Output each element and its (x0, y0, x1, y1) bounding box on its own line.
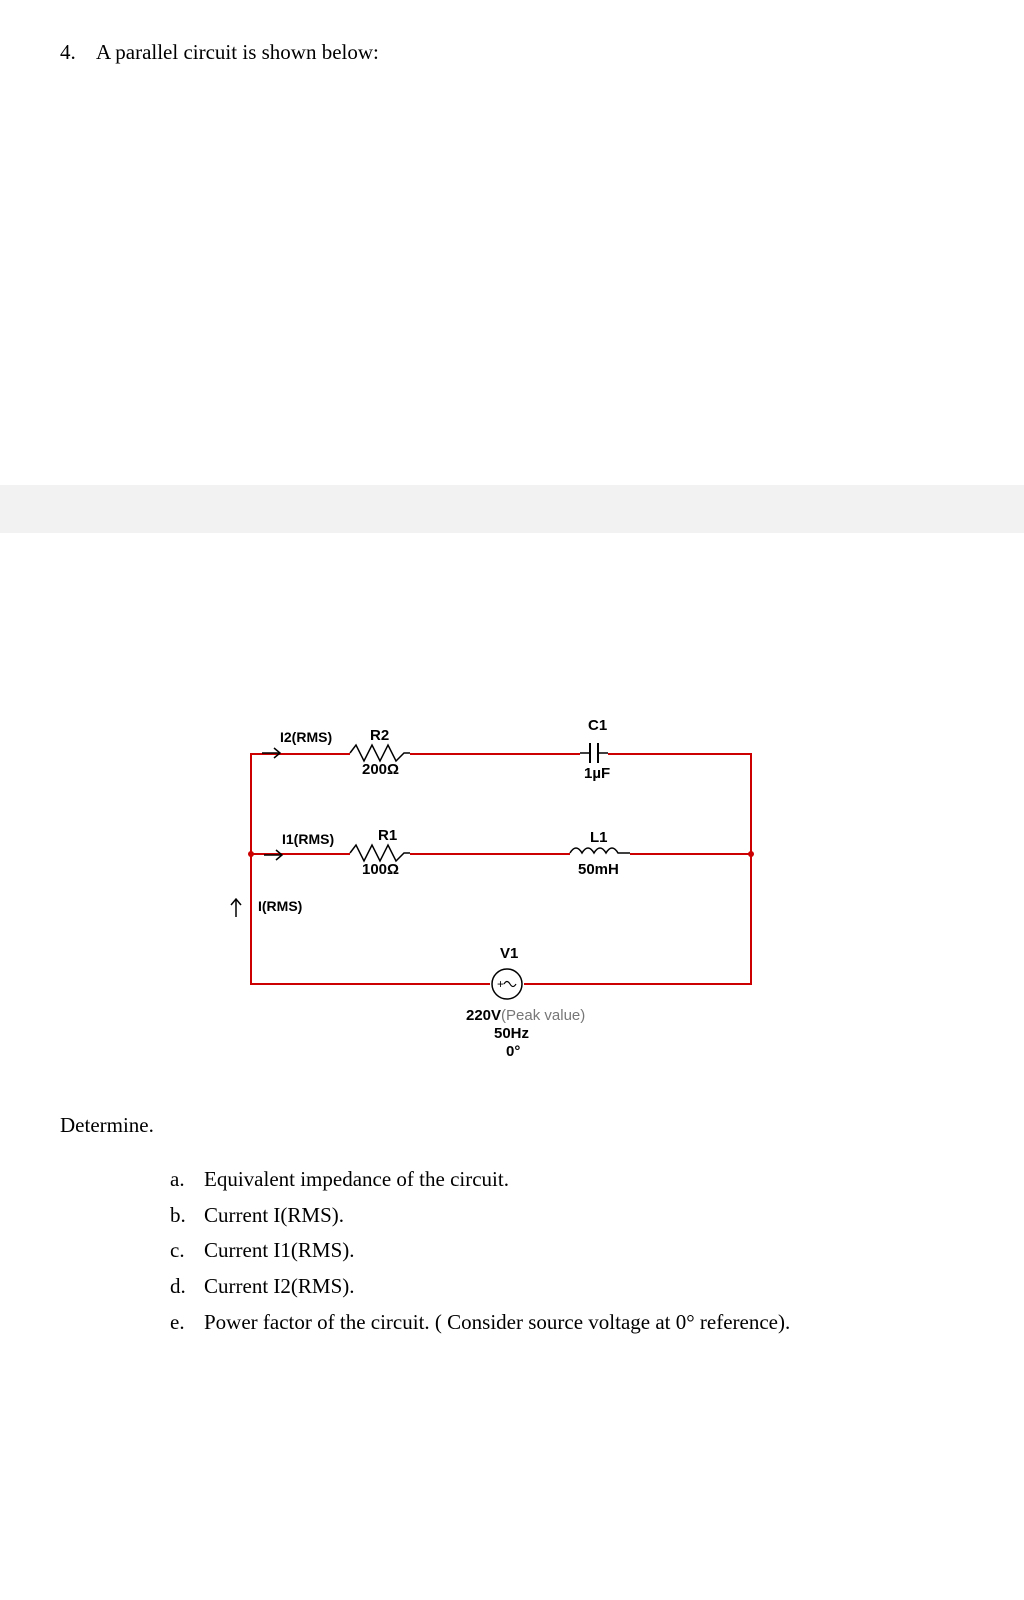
answer-list: a.Equivalent impedance of the circuit. b… (170, 1162, 964, 1340)
r2-value: 200Ω (362, 761, 399, 778)
l1-value: 50mH (578, 861, 619, 878)
c1-name: C1 (588, 717, 607, 734)
answer-letter: c. (170, 1233, 204, 1269)
v1-phase: 0° (506, 1043, 520, 1060)
v1-name: V1 (500, 945, 518, 962)
answer-e: Power factor of the circuit. ( Consider … (204, 1305, 790, 1341)
c1-value: 1µF (584, 765, 610, 782)
answer-letter: d. (170, 1269, 204, 1305)
page-divider-band (0, 485, 1024, 533)
answer-letter: b. (170, 1198, 204, 1234)
v1-voltage: 220V (466, 1007, 501, 1024)
answer-d: Current I2(RMS). (204, 1269, 355, 1305)
answer-b: Current I(RMS). (204, 1198, 344, 1234)
r1-value: 100Ω (362, 861, 399, 878)
question-number: 4. (60, 40, 96, 65)
v1-freq: 50Hz (494, 1025, 529, 1042)
circuit-diagram: I2(RMS) R2 200Ω C1 1µF /*noop placeholde… (210, 723, 810, 1083)
answer-c: Current I1(RMS). (204, 1233, 355, 1269)
i-label: I(RMS) (258, 898, 302, 914)
i2-label: I2(RMS) (280, 729, 332, 745)
question-text: A parallel circuit is shown below: (96, 40, 379, 65)
answer-a: Equivalent impedance of the circuit. (204, 1162, 509, 1198)
r1-name: R1 (378, 827, 397, 844)
r2-name: R2 (370, 727, 389, 744)
question-header: 4. A parallel circuit is shown below: (60, 40, 964, 65)
v1-voltage-note: (Peak value) (501, 1007, 585, 1024)
blank-space (60, 85, 964, 485)
answer-letter: e. (170, 1305, 204, 1341)
svg-text:+: + (497, 977, 504, 991)
l1-name: L1 (590, 829, 608, 846)
determine-label: Determine. (60, 1113, 964, 1138)
i1-label: I1(RMS) (282, 831, 334, 847)
answer-letter: a. (170, 1162, 204, 1198)
